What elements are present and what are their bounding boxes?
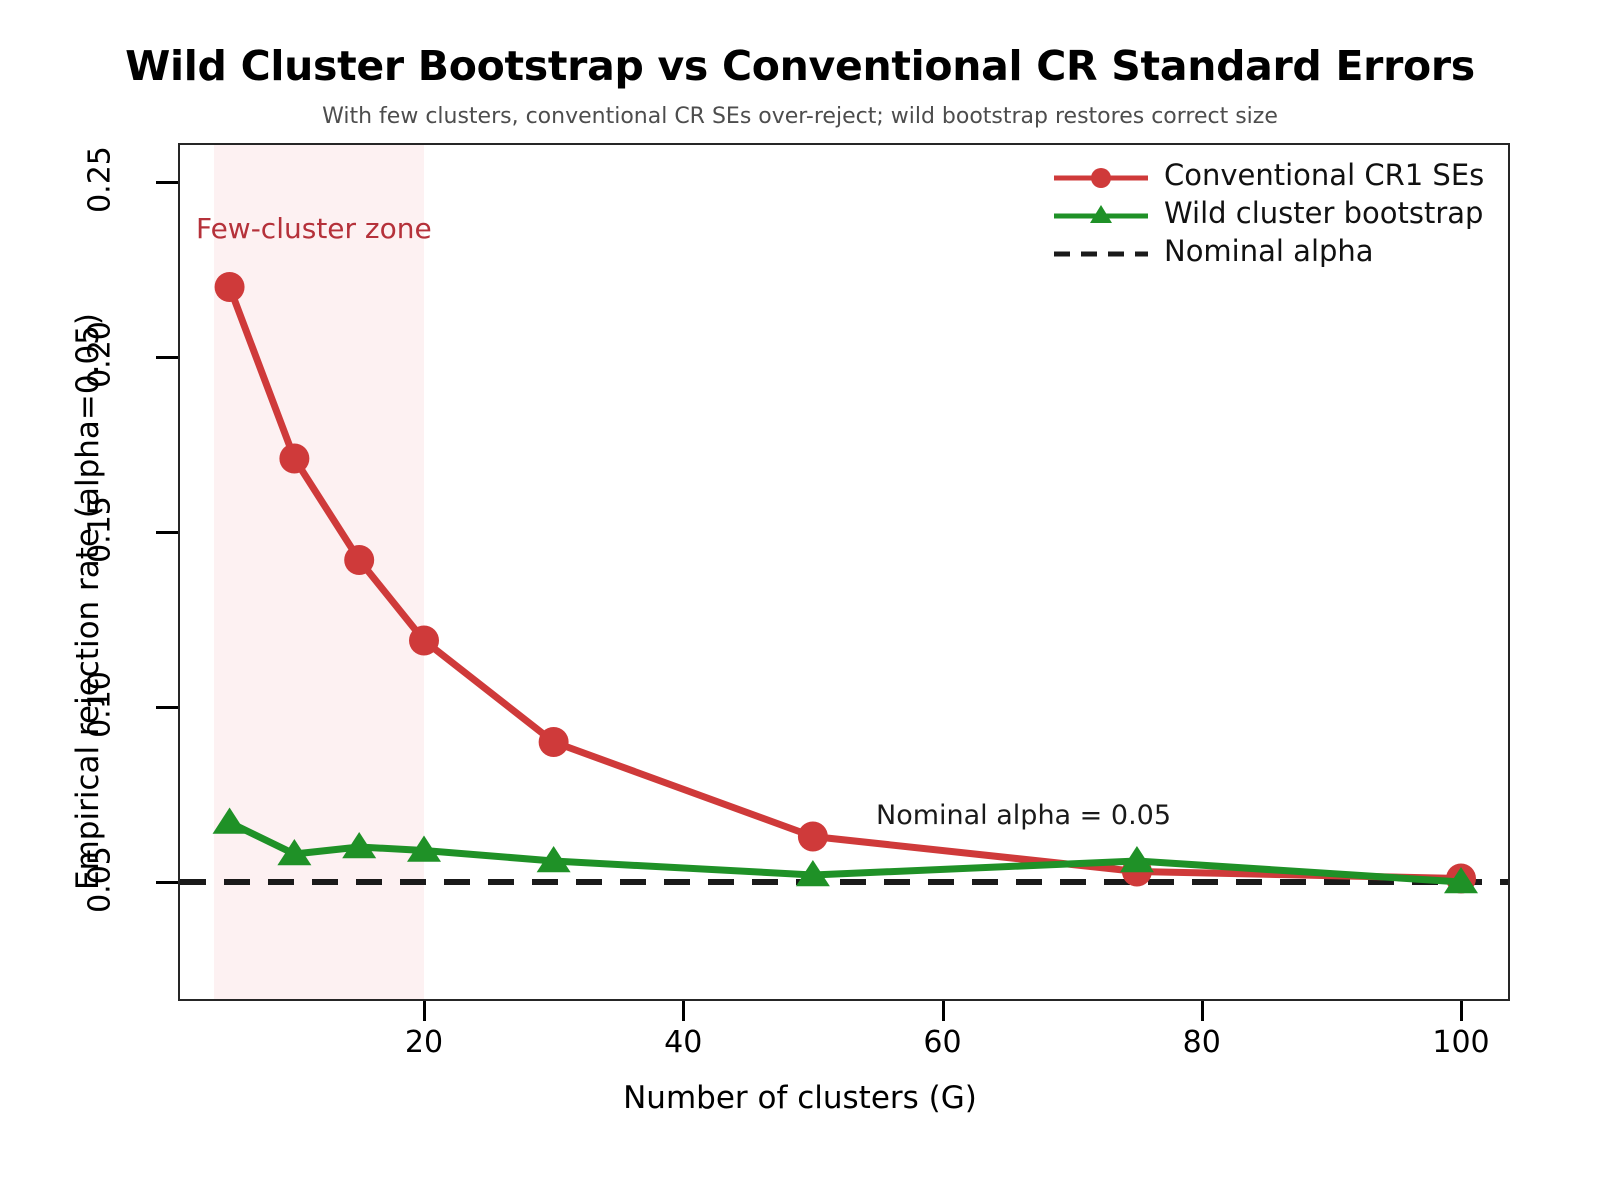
y-tick-label: 0.25 <box>82 146 118 213</box>
x-tick-label: 80 <box>1182 1025 1221 1060</box>
chart-subtitle: With few clusters, conventional CR SEs o… <box>322 104 1278 129</box>
legend-label-nominal-alpha: Nominal alpha <box>1164 234 1374 268</box>
data-point-bootstrap-30 <box>536 846 571 873</box>
data-point-bootstrap-15 <box>342 832 377 859</box>
y-tick-mark <box>156 356 178 359</box>
y-axis-label: Empirical rejection rate (alpha=0.05) <box>70 313 106 890</box>
legend-item-bootstrap[interactable]: Wild cluster bootstrap <box>1052 196 1484 234</box>
series-line-bootstrap <box>226 819 1465 886</box>
legend-item-conventional[interactable]: Conventional CR1 SEs <box>1052 158 1485 196</box>
few-cluster-zone-label: Few-cluster zone <box>196 212 432 245</box>
plot-area <box>178 143 1510 1001</box>
legend-key-triangle-icon <box>1054 205 1148 223</box>
data-point-conventional-20 <box>409 625 439 656</box>
x-tick-label: 20 <box>404 1025 444 1060</box>
data-point-conventional-50 <box>797 821 828 852</box>
data-point-conventional-5 <box>214 272 245 302</box>
data-point-conventional-15 <box>344 545 375 575</box>
data-point-bootstrap-20 <box>407 835 441 862</box>
y-tick-mark <box>156 531 178 534</box>
data-point-bootstrap-50 <box>795 860 830 887</box>
data-point-bootstrap-75 <box>1119 846 1154 873</box>
data-point-bootstrap-5 <box>212 807 247 834</box>
series-line-conventional <box>226 283 1465 882</box>
x-tick-mark <box>1200 1001 1204 1021</box>
legend-key-dashed-icon <box>1054 251 1148 257</box>
x-tick-label: 100 <box>1432 1025 1490 1060</box>
data-point-conventional-10 <box>279 443 310 474</box>
y-tick-mark <box>156 706 178 709</box>
x-tick-label: 40 <box>664 1025 703 1060</box>
legend-label-bootstrap: Wild cluster bootstrap <box>1164 196 1484 230</box>
x-tick-mark <box>1460 1001 1463 1021</box>
data-point-bootstrap-100 <box>1444 867 1478 894</box>
nominal-alpha-annotation: Nominal alpha = 0.05 <box>876 800 1172 831</box>
legend-key-circle-icon <box>1054 168 1148 188</box>
x-tick-mark <box>682 1001 686 1021</box>
data-point-bootstrap-10 <box>277 839 312 866</box>
x-tick-mark <box>941 1001 945 1021</box>
legend-item-nominal-alpha[interactable]: Nominal alpha <box>1052 234 1482 272</box>
data-point-conventional-30 <box>538 727 569 757</box>
chart-legend: Conventional CR1 SEs Wild cluster bootst… <box>1052 158 1485 274</box>
x-axis-label: Number of clusters (G) <box>623 1080 977 1116</box>
y-tick-mark <box>156 881 178 884</box>
x-tick-label: 60 <box>923 1025 962 1060</box>
y-tick-mark <box>156 181 178 184</box>
legend-label-conventional: Conventional CR1 SEs <box>1164 158 1485 192</box>
chart-title: Wild Cluster Bootstrap vs Conventional C… <box>125 42 1475 90</box>
x-tick-mark <box>423 1001 426 1021</box>
few-cluster-shaded-region <box>214 145 424 999</box>
